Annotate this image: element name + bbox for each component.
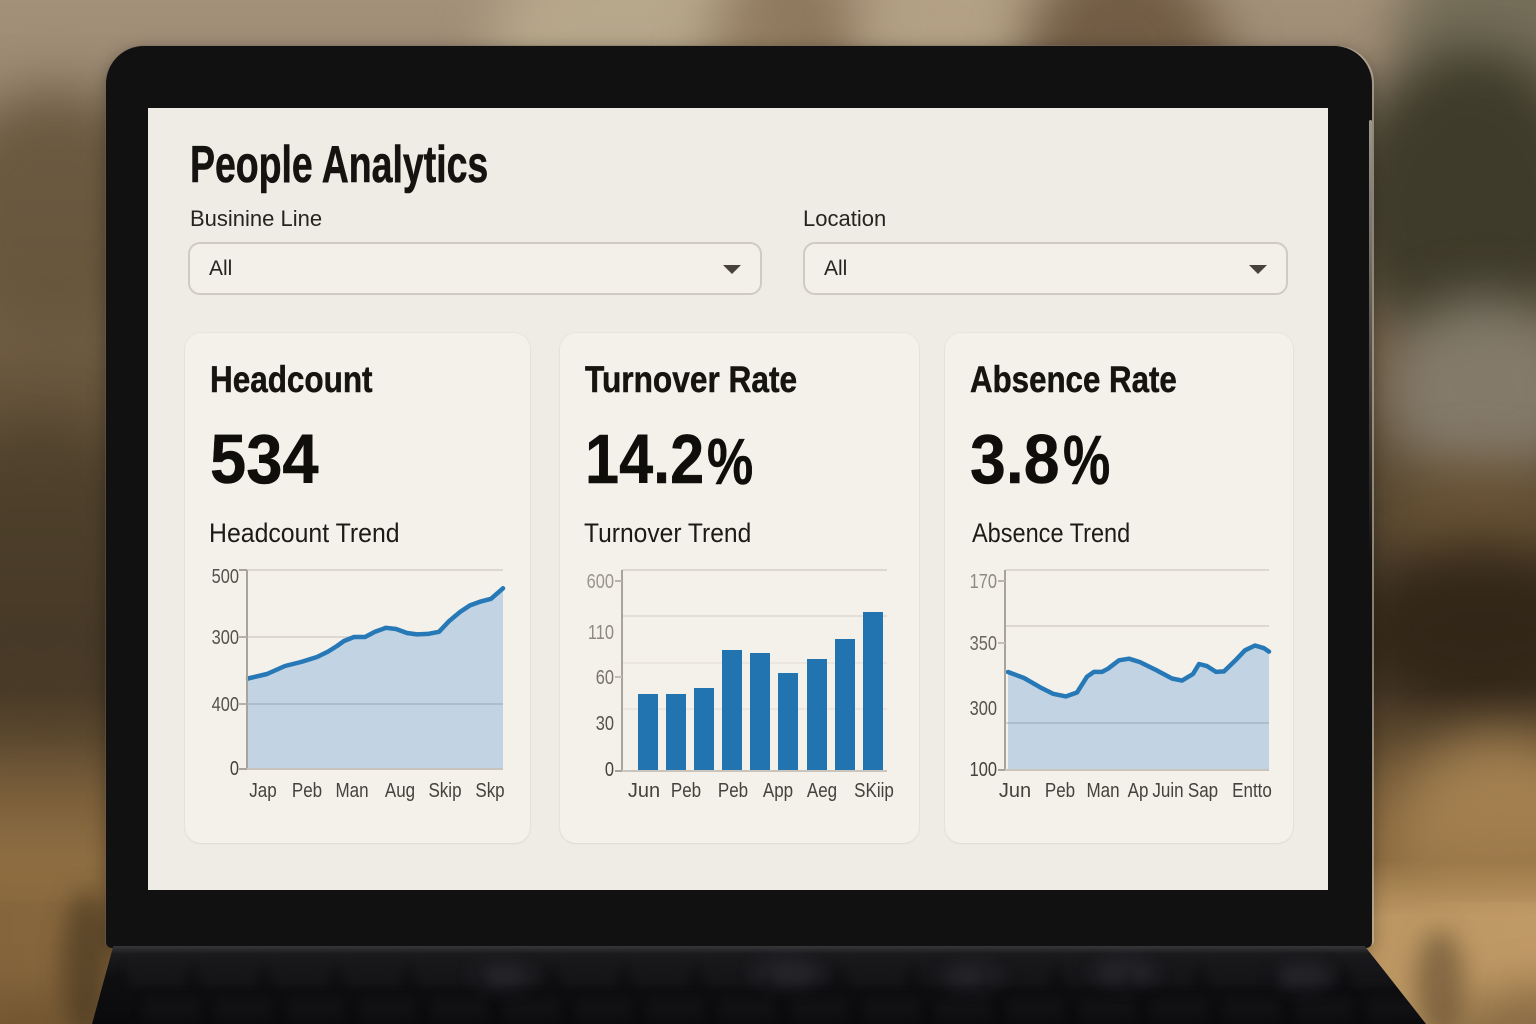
svg-text:Entto: Entto — [1232, 779, 1272, 802]
svg-text:0: 0 — [605, 757, 614, 780]
svg-text:Sap: Sap — [1188, 779, 1218, 802]
svg-text:100: 100 — [970, 757, 997, 780]
svg-text:Skp: Skp — [475, 779, 504, 802]
svg-text:Jun: Jun — [999, 780, 1031, 802]
svg-text:Juin: Juin — [1152, 779, 1183, 802]
svg-text:Man: Man — [335, 779, 368, 802]
svg-text:Peb: Peb — [671, 779, 701, 802]
svg-text:300: 300 — [212, 625, 239, 648]
svg-text:170: 170 — [970, 569, 997, 592]
svg-text:Peb: Peb — [1045, 779, 1075, 802]
svg-text:Peb: Peb — [718, 779, 748, 802]
svg-text:Peb: Peb — [292, 779, 322, 802]
svg-text:Ap: Ap — [1128, 779, 1149, 802]
svg-text:SKiip: SKiip — [854, 779, 894, 802]
svg-text:Aeg: Aeg — [807, 779, 837, 802]
svg-text:350: 350 — [970, 631, 997, 654]
svg-text:Aug: Aug — [385, 779, 415, 802]
svg-text:0: 0 — [230, 756, 239, 779]
svg-text:Skip: Skip — [428, 779, 461, 802]
svg-text:300: 300 — [970, 696, 997, 719]
svg-text:110: 110 — [588, 620, 614, 643]
svg-text:600: 600 — [587, 569, 614, 592]
svg-text:Jap: Jap — [249, 779, 276, 802]
svg-text:60: 60 — [596, 665, 614, 688]
svg-text:Jun: Jun — [628, 780, 660, 802]
svg-text:400: 400 — [212, 692, 239, 715]
svg-text:500: 500 — [212, 564, 239, 587]
svg-text:30: 30 — [596, 711, 614, 734]
svg-text:App: App — [763, 779, 793, 802]
svg-text:Man: Man — [1086, 779, 1119, 802]
